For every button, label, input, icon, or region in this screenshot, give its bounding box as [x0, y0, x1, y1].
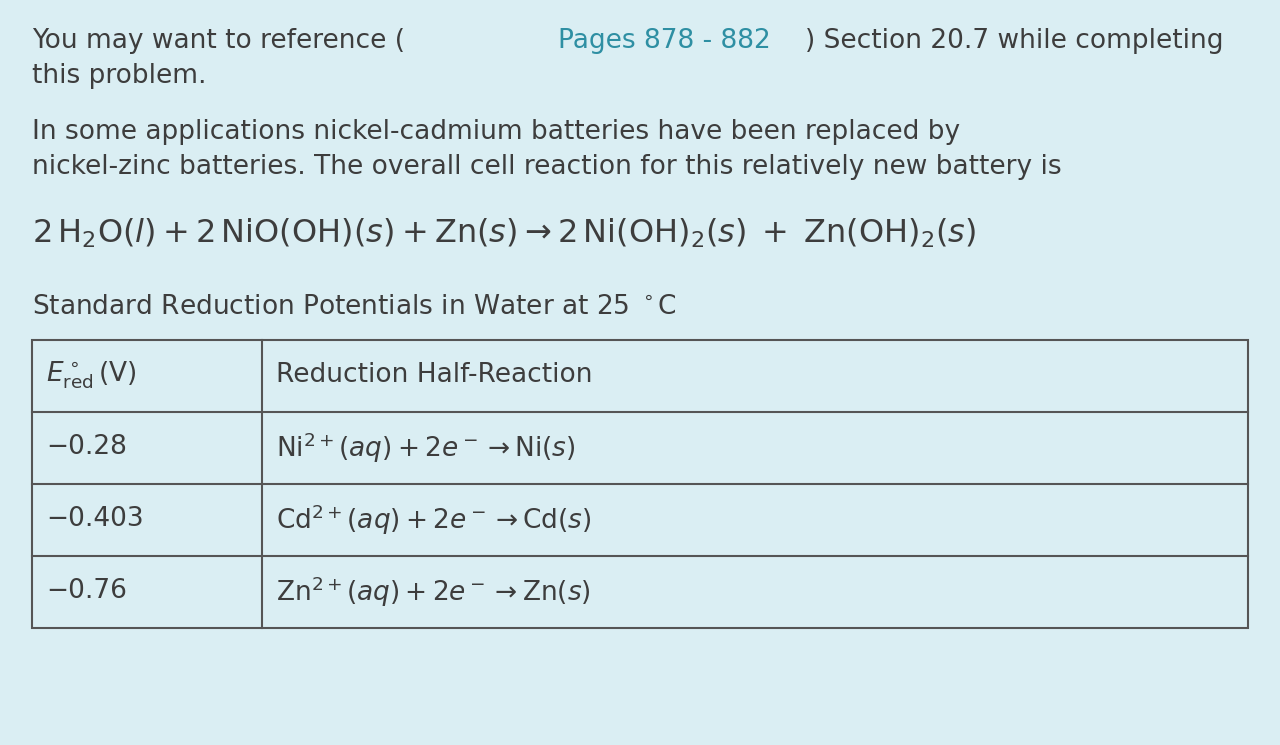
Text: Standard Reduction Potentials in Water at 25 $^\circ$C: Standard Reduction Potentials in Water a… [32, 294, 677, 320]
Text: Pages 878 - 882: Pages 878 - 882 [558, 28, 771, 54]
Bar [32, 340, 1248, 627]
Text: $2\,\mathrm{H_2O}(\mathit{l}) + 2\,\mathrm{NiO(OH)}(\mathit{s}) + \mathrm{Zn}(\m: $2\,\mathrm{H_2O}(\mathit{l}) + 2\,\math… [32, 217, 977, 250]
Text: In some applications nickel-cadmium batteries have been replaced by: In some applications nickel-cadmium batt… [32, 119, 960, 145]
Text: $\mathrm{Ni}^{2+}(\mathit{aq}) + 2\mathit{e}^- \rightarrow \mathrm{Ni}(\mathit{s: $\mathrm{Ni}^{2+}(\mathit{aq}) + 2\mathi… [276, 431, 576, 465]
Text: You may want to reference (: You may want to reference ( [32, 28, 404, 54]
Bar [32, 340, 1248, 627]
Text: $E^\circ_{\mathrm{red}}\,(\mathrm{V})$: $E^\circ_{\mathrm{red}}\,(\mathrm{V})$ [46, 360, 137, 391]
Text: nickel-zinc batteries. The overall cell reaction for this relatively new battery: nickel-zinc batteries. The overall cell … [32, 154, 1061, 180]
Text: $\mathrm{Cd}^{2+}(\mathit{aq}) + 2\mathit{e}^- \rightarrow \mathrm{Cd}(\mathit{s: $\mathrm{Cd}^{2+}(\mathit{aq}) + 2\mathi… [276, 502, 591, 536]
Text: Reduction Half-Reaction: Reduction Half-Reaction [276, 363, 593, 388]
Text: this problem.: this problem. [32, 63, 206, 89]
Text: $\mathrm{Zn}^{2+}(\mathit{aq}) + 2\mathit{e}^- \rightarrow \mathrm{Zn}(\mathit{s: $\mathrm{Zn}^{2+}(\mathit{aq}) + 2\mathi… [276, 574, 591, 609]
Text: ) Section 20.7 while completing: ) Section 20.7 while completing [805, 28, 1224, 54]
Text: −0.403: −0.403 [46, 507, 143, 533]
Text: −0.28: −0.28 [46, 434, 127, 460]
Text: −0.76: −0.76 [46, 579, 127, 604]
